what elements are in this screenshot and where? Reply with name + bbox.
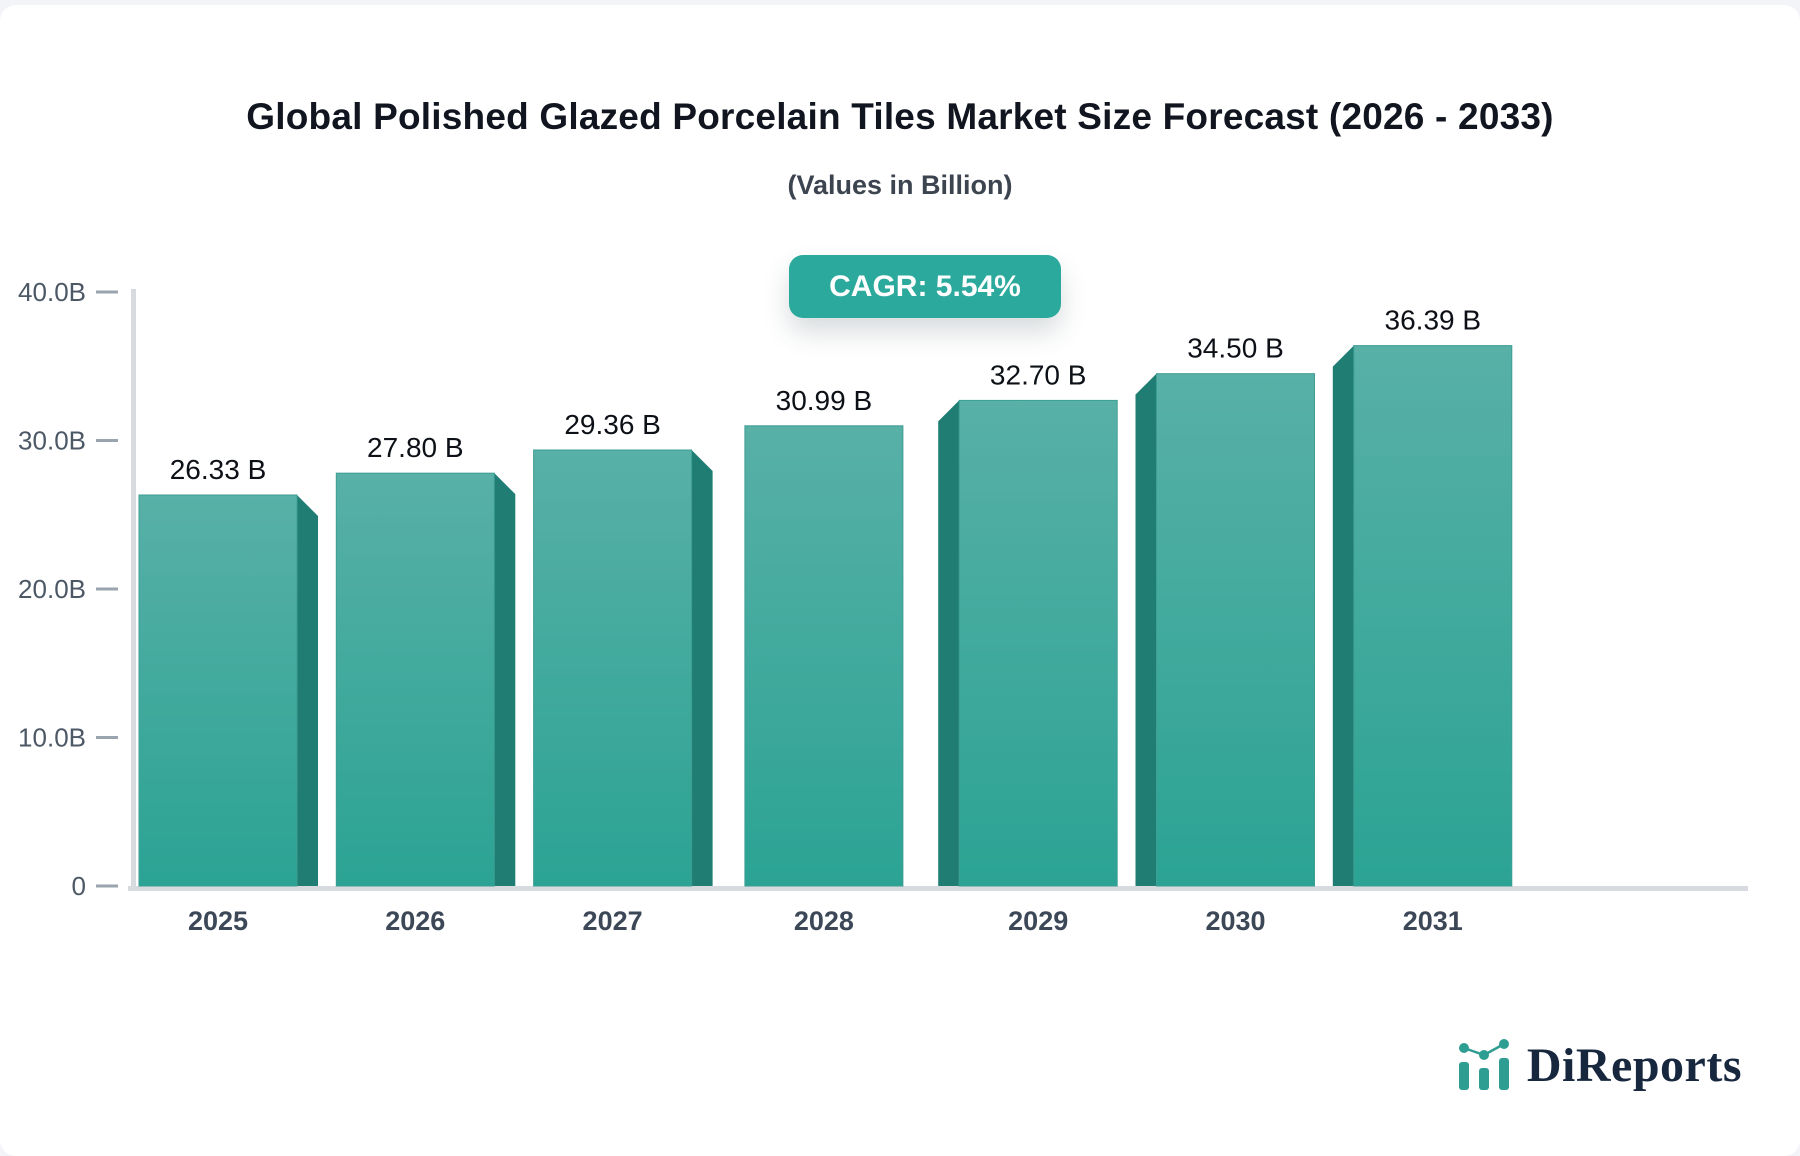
brand-logo-text: DiReports xyxy=(1526,1038,1742,1092)
y-axis-label: 10.0B xyxy=(18,723,86,753)
bar-2027 xyxy=(533,449,713,887)
y-axis-tick xyxy=(96,290,118,294)
bar-2028 xyxy=(744,425,904,887)
chart-title: Global Polished Glazed Porcelain Tiles M… xyxy=(246,96,1554,137)
bar-value-label: 36.39 B xyxy=(1385,305,1482,336)
bar-value-label: 27.80 B xyxy=(367,432,464,463)
bar-2025 xyxy=(138,494,318,887)
y-axis-label: 40.0B xyxy=(18,277,86,307)
y-axis-tick xyxy=(96,884,118,888)
cagr-badge: CAGR: 5.54% xyxy=(789,255,1061,318)
y-axis-label: 0 xyxy=(72,871,86,901)
x-axis-label: 2030 xyxy=(1205,906,1265,936)
bar-value-label: 26.33 B xyxy=(170,454,267,485)
bar-side-face xyxy=(691,450,713,886)
x-axis-label: 2025 xyxy=(188,906,248,936)
x-axis-label: 2028 xyxy=(794,906,854,936)
bar-face xyxy=(1353,345,1513,887)
bar-face xyxy=(138,494,298,887)
y-axis-label: 30.0B xyxy=(18,426,86,456)
bar-side-face xyxy=(1332,345,1354,886)
bar-face xyxy=(1156,373,1315,887)
mini-bar-chart-icon xyxy=(1458,1039,1509,1090)
y-axis-tick xyxy=(96,587,118,591)
bar-face xyxy=(533,449,693,887)
y-axis-label: 20.0B xyxy=(18,574,86,604)
y-axis-tick xyxy=(96,439,118,442)
x-axis-label: 2027 xyxy=(583,906,643,936)
mini-bar-chart-icon-part xyxy=(1478,1068,1489,1090)
mini-bar-chart-icon-part xyxy=(1478,1050,1489,1060)
brand-logo: DiReports xyxy=(1455,1030,1742,1100)
mini-bar-chart-icon-part xyxy=(1498,1039,1509,1049)
bar-2026 xyxy=(335,472,516,887)
bar-side-face xyxy=(297,494,318,886)
bar-side-face xyxy=(494,473,516,886)
bar-value-label: 29.36 B xyxy=(564,409,661,440)
mini-bar-chart-icon-part xyxy=(1458,1043,1469,1053)
bar-2029 xyxy=(938,399,1118,887)
y-axis-tick xyxy=(96,736,118,739)
x-axis-label: 2031 xyxy=(1403,906,1463,936)
bar-face xyxy=(335,472,495,887)
bar-value-label: 32.70 B xyxy=(990,359,1087,390)
bar-side-face xyxy=(938,400,960,886)
bar-2031 xyxy=(1332,345,1513,887)
mini-bar-chart-icon-part xyxy=(1498,1058,1509,1090)
bar-2030 xyxy=(1135,373,1315,887)
bar-side-face xyxy=(1135,373,1157,886)
x-axis-label: 2026 xyxy=(385,906,445,936)
chart-subtitle: (Values in Billion) xyxy=(787,170,1013,200)
bar-value-label: 30.99 B xyxy=(776,385,873,416)
mini-bar-chart-icon-part xyxy=(1458,1062,1469,1090)
y-axis-line xyxy=(131,289,136,889)
bar-face xyxy=(744,425,904,887)
bar-value-label: 34.50 B xyxy=(1187,333,1284,364)
bar-face xyxy=(958,399,1118,887)
x-axis-line xyxy=(128,886,1748,891)
x-axis-label: 2029 xyxy=(1008,906,1068,936)
